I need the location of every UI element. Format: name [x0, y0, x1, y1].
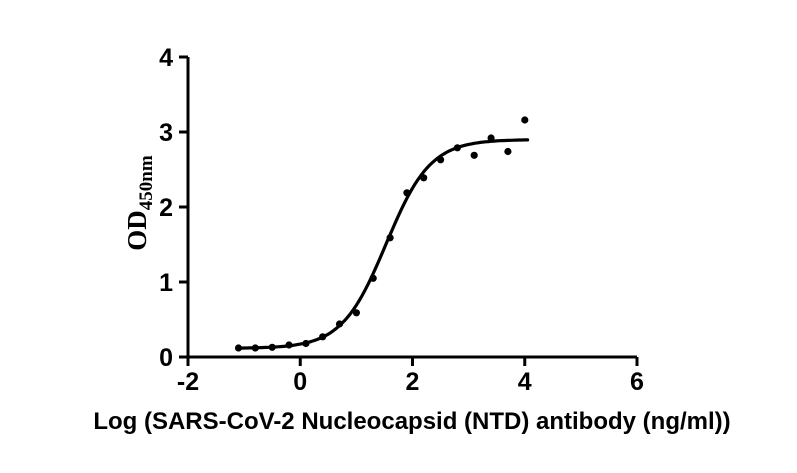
y-tick-label: 3: [159, 119, 173, 147]
data-point: [504, 147, 512, 156]
data-point: [521, 116, 529, 124]
fit-curve: [236, 138, 530, 350]
data-points: [234, 116, 529, 352]
data-point: [302, 339, 310, 348]
data-point: [453, 144, 461, 152]
x-tick-label: 6: [630, 368, 644, 396]
y-tick-label: 4: [159, 44, 173, 72]
data-point: [335, 320, 344, 328]
y-tick-label: 2: [159, 194, 173, 222]
x-tick-label: -2: [177, 368, 199, 396]
x-tick-label: 0: [293, 368, 307, 396]
y-tick-label: 0: [159, 344, 173, 372]
y-axis-title: OD450nm: [122, 155, 157, 251]
y-axis-title-subscript: 450nm: [136, 155, 157, 210]
y-axis-title-main: OD: [122, 210, 152, 251]
axes: [186, 57, 637, 359]
x-tick-label: 2: [406, 368, 420, 396]
data-point: [251, 344, 259, 352]
data-point: [403, 189, 411, 197]
x-tick-label: 4: [518, 368, 532, 396]
axis-spine: [186, 57, 637, 359]
x-axis-title: Log (SARS-CoV-2 Nucleocapsid (NTD) antib…: [93, 408, 730, 435]
data-point: [386, 234, 394, 242]
data-point: [437, 156, 445, 164]
data-point: [352, 309, 360, 317]
axis-ticks: [179, 55, 639, 366]
data-point: [319, 333, 327, 341]
data-point: [420, 174, 428, 182]
data-point: [234, 344, 243, 352]
data-point: [487, 134, 495, 142]
data-point: [470, 151, 478, 159]
data-point: [285, 341, 293, 349]
data-point: [268, 343, 276, 351]
y-tick-label: 1: [159, 269, 173, 297]
data-point: [369, 274, 377, 282]
sigmoid-fit-line: [236, 138, 530, 350]
